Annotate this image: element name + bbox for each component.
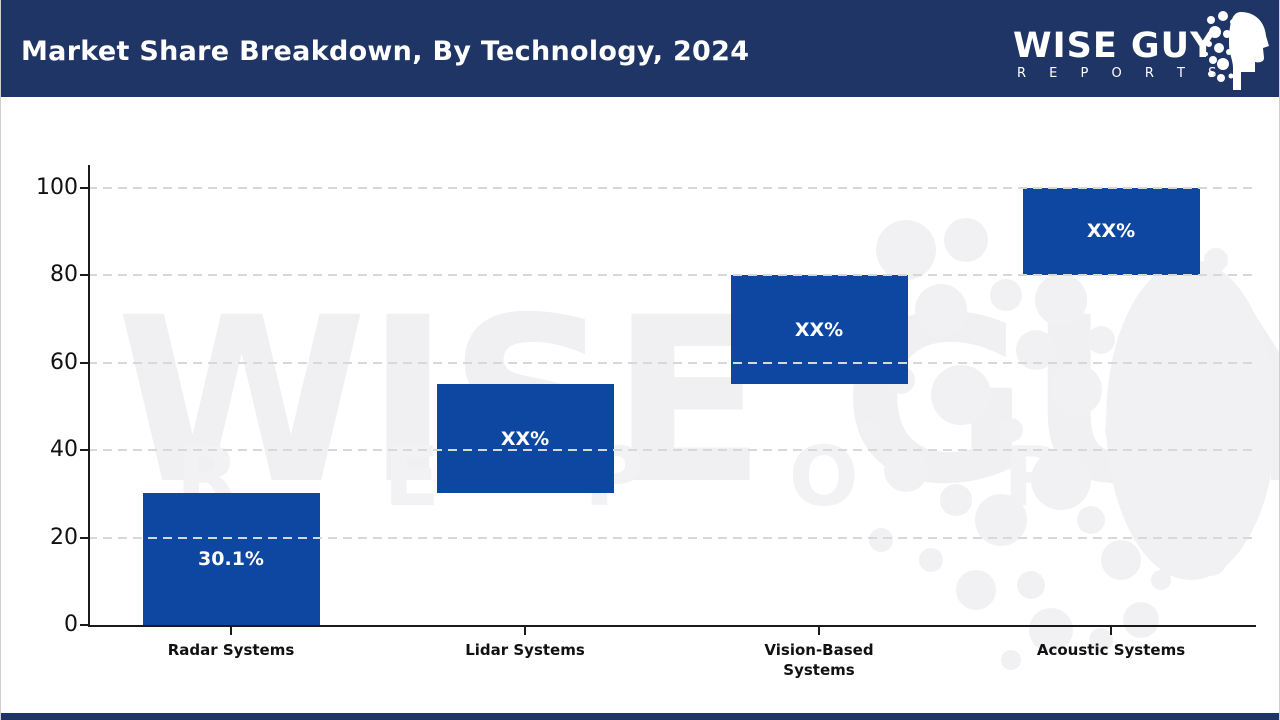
bar-vision-based-systems[interactable]: XX% (730, 275, 908, 385)
y-axis-tick-label: 60 (50, 349, 78, 375)
footer-bar (1, 713, 1279, 720)
y-axis-tick-label: 100 (36, 174, 78, 200)
x-axis-tick-mark (818, 627, 820, 635)
bar-radar-systems[interactable]: 30.1% (142, 493, 320, 625)
bar-value-label: 30.1% (198, 548, 264, 571)
y-axis-tick-mark (80, 536, 88, 539)
y-axis-tick-label: 80 (50, 262, 78, 287)
header-bar: Market Share Breakdown, By Technology, 2… (1, 0, 1279, 97)
logo-head-icon (1204, 11, 1269, 90)
x-axis-category-label: Vision-Based Systems (764, 641, 874, 680)
x-axis-tick-mark (1110, 627, 1112, 635)
gridline-y-60 (88, 361, 1256, 364)
y-axis-line (88, 165, 90, 627)
bar-value-label: XX% (1086, 220, 1136, 243)
y-axis-tick-mark (80, 624, 88, 626)
gridline-y-80 (88, 274, 1256, 276)
gridline-y-20 (88, 536, 1256, 539)
wise-guy-logo: WISE GUY R E P O R T S (1013, 8, 1269, 90)
bar-acoustic-systems[interactable]: XX% (1022, 187, 1200, 275)
x-axis-category-label: Radar Systems (167, 641, 295, 659)
x-axis-tick-mark (230, 627, 232, 635)
gridline-y-100 (88, 186, 1256, 189)
watermark-dotted-head-graphic (861, 218, 1271, 670)
y-axis-tick-mark (80, 274, 88, 276)
x-axis-category-label: Lidar Systems (465, 641, 585, 659)
y-axis-tick-mark (80, 186, 88, 189)
x-axis-line (88, 625, 1256, 627)
bar-value-label: XX% (500, 427, 550, 450)
gridline-y-40 (88, 449, 1256, 451)
x-axis-tick-mark (524, 627, 526, 635)
y-axis-tick-label: 20 (50, 524, 78, 550)
logo-text-wiseguy: WISE GUY (1013, 26, 1217, 66)
bar-lidar-systems[interactable]: XX% (436, 384, 614, 494)
page-title: Market Share Breakdown, By Technology, 2… (21, 36, 750, 67)
plot-area: 0 20 40 60 80 100 30.1% XX% XX% XX% Radar Systems L… (1, 97, 1279, 713)
y-axis-tick-label: 40 (50, 437, 78, 462)
y-axis-tick-label: 0 (64, 612, 78, 637)
bar-value-label: XX% (794, 318, 844, 341)
x-axis-category-label: Acoustic Systems (1036, 641, 1186, 659)
y-axis-tick-mark (80, 449, 88, 451)
logo-text-reports: R E P O R T S (1017, 66, 1226, 81)
y-axis-tick-mark (80, 361, 88, 364)
